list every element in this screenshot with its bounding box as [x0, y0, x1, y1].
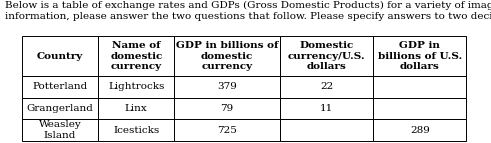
Text: 379: 379	[217, 82, 237, 91]
Bar	[280, 119, 373, 141]
Bar	[280, 36, 373, 76]
Bar	[280, 76, 373, 98]
Text: 79: 79	[220, 104, 234, 113]
Bar	[373, 119, 466, 141]
Bar	[373, 98, 466, 119]
Bar	[22, 98, 98, 119]
Text: Name of
domestic
currency: Name of domestic currency	[110, 41, 163, 71]
Bar	[174, 76, 280, 98]
Text: 22: 22	[320, 82, 333, 91]
Bar	[280, 98, 373, 119]
Text: Potterland: Potterland	[32, 82, 88, 91]
Bar	[98, 119, 174, 141]
Text: Lightrocks: Lightrocks	[108, 82, 164, 91]
Text: GDP in billions of
domestic
currency: GDP in billions of domestic currency	[176, 41, 278, 71]
Bar	[98, 76, 174, 98]
Text: Weasley
Island: Weasley Island	[39, 120, 82, 140]
Bar	[98, 36, 174, 76]
Text: GDP in
billions of U.S.
dollars: GDP in billions of U.S. dollars	[378, 41, 462, 71]
Text: Linx: Linx	[125, 104, 148, 113]
Text: Country: Country	[37, 52, 83, 61]
Bar	[373, 76, 466, 98]
Bar	[98, 98, 174, 119]
Bar	[174, 119, 280, 141]
Bar	[22, 36, 98, 76]
Bar	[174, 36, 280, 76]
Text: Icesticks: Icesticks	[113, 126, 160, 135]
Bar	[174, 98, 280, 119]
Text: Grangerland: Grangerland	[27, 104, 94, 113]
Text: Domestic
currency/U.S.
dollars: Domestic currency/U.S. dollars	[288, 41, 365, 71]
Bar	[373, 36, 466, 76]
Text: 289: 289	[410, 126, 430, 135]
Bar	[22, 119, 98, 141]
Text: 11: 11	[320, 104, 333, 113]
Text: 725: 725	[217, 126, 237, 135]
Text: Below is a table of exchange rates and GDPs (Gross Domestic Products) for a vari: Below is a table of exchange rates and G…	[5, 1, 491, 21]
Bar	[22, 76, 98, 98]
